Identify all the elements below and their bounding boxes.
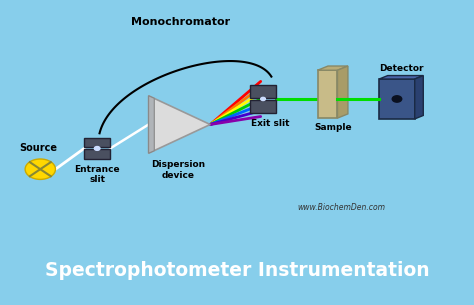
Circle shape [392,96,402,102]
Text: Detector: Detector [379,64,423,73]
Circle shape [94,146,100,150]
Text: Entrance
slit: Entrance slit [74,165,120,184]
Text: Exit slit: Exit slit [251,119,290,128]
Circle shape [261,97,265,101]
Polygon shape [337,66,348,118]
Text: Source: Source [19,143,57,152]
Polygon shape [318,66,348,70]
Text: Spectrophotometer Instrumentation: Spectrophotometer Instrumentation [45,261,429,280]
Bar [318,70,337,118]
Text: Dispersion
device: Dispersion device [151,160,205,180]
Circle shape [25,159,55,179]
Text: Sample: Sample [314,123,352,132]
Bar [250,100,276,113]
Bar [250,85,276,98]
Polygon shape [149,96,155,153]
Text: Monochromator: Monochromator [130,17,230,27]
Bar [84,149,110,159]
Polygon shape [379,76,423,79]
Text: www.BiochemDen.com: www.BiochemDen.com [297,203,385,212]
Polygon shape [415,76,423,119]
Bar [379,79,415,119]
Polygon shape [149,96,210,153]
Bar [84,138,110,148]
